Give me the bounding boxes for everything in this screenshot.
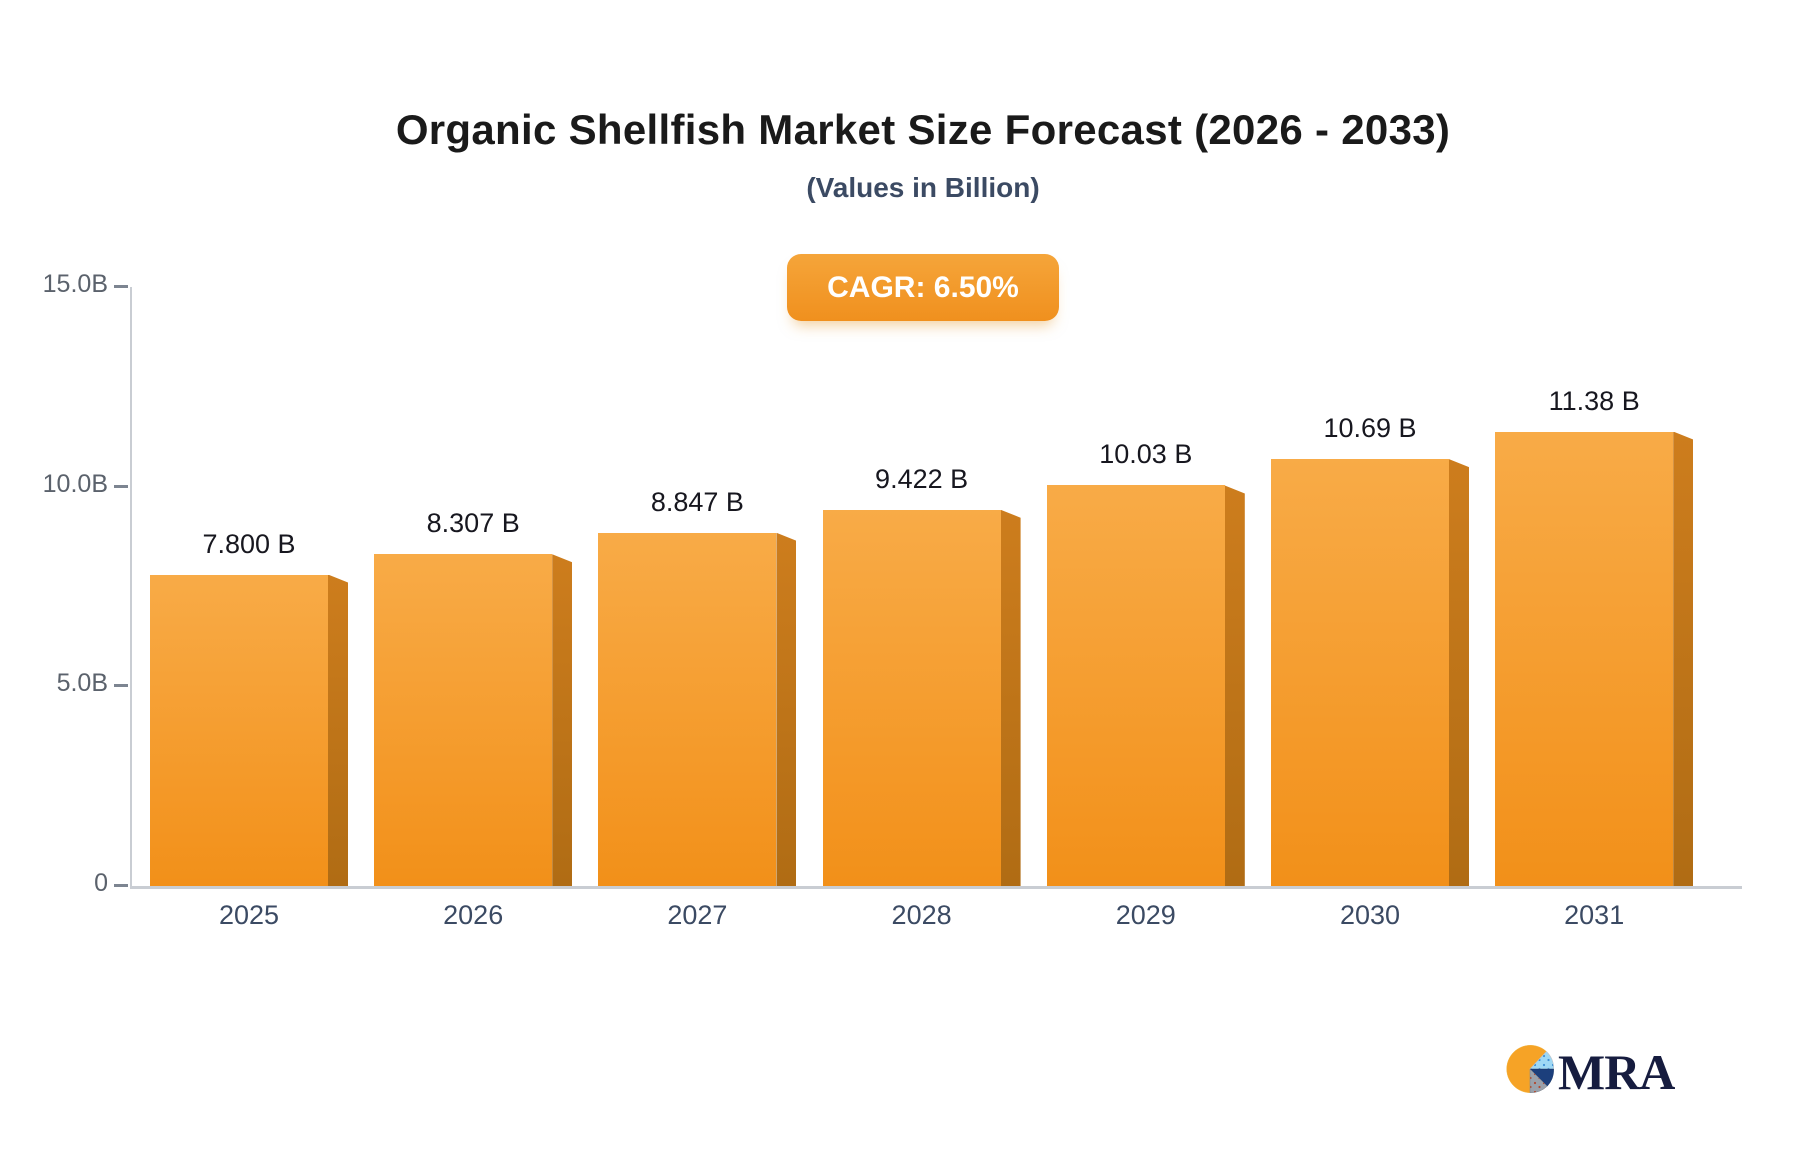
svg-text:MRA: MRA xyxy=(1558,1044,1675,1100)
